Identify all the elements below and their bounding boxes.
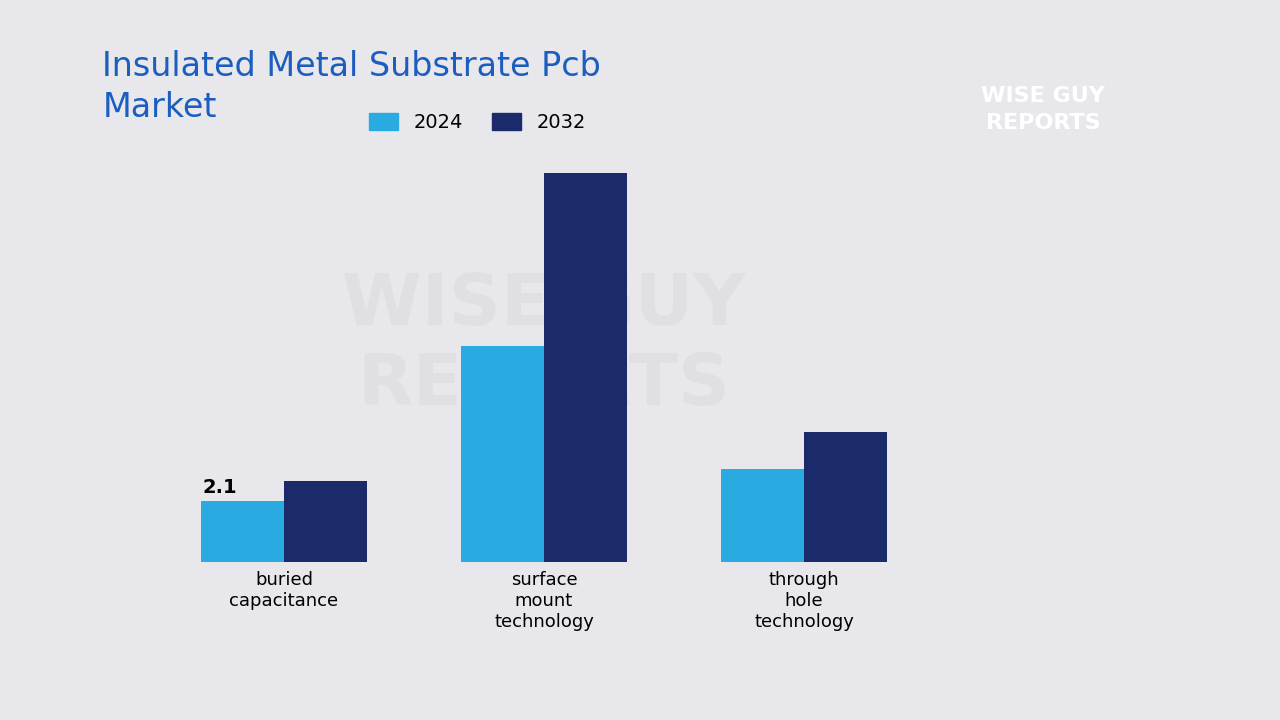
Bar — [201, 501, 284, 562]
Bar — [461, 346, 544, 562]
Bar — [804, 432, 887, 562]
Bar — [544, 173, 627, 562]
Text: Insulated Metal Substrate Pcb
Market: Insulated Metal Substrate Pcb Market — [102, 50, 602, 124]
Text: 2.1: 2.1 — [202, 478, 237, 497]
Legend: 2024, 2032: 2024, 2032 — [361, 105, 594, 140]
Bar — [721, 469, 804, 562]
Bar — [284, 481, 367, 562]
Text: WISE GUY
REPORTS: WISE GUY REPORTS — [982, 86, 1105, 132]
Text: WISE GUY
REPORTS: WISE GUY REPORTS — [342, 271, 746, 420]
